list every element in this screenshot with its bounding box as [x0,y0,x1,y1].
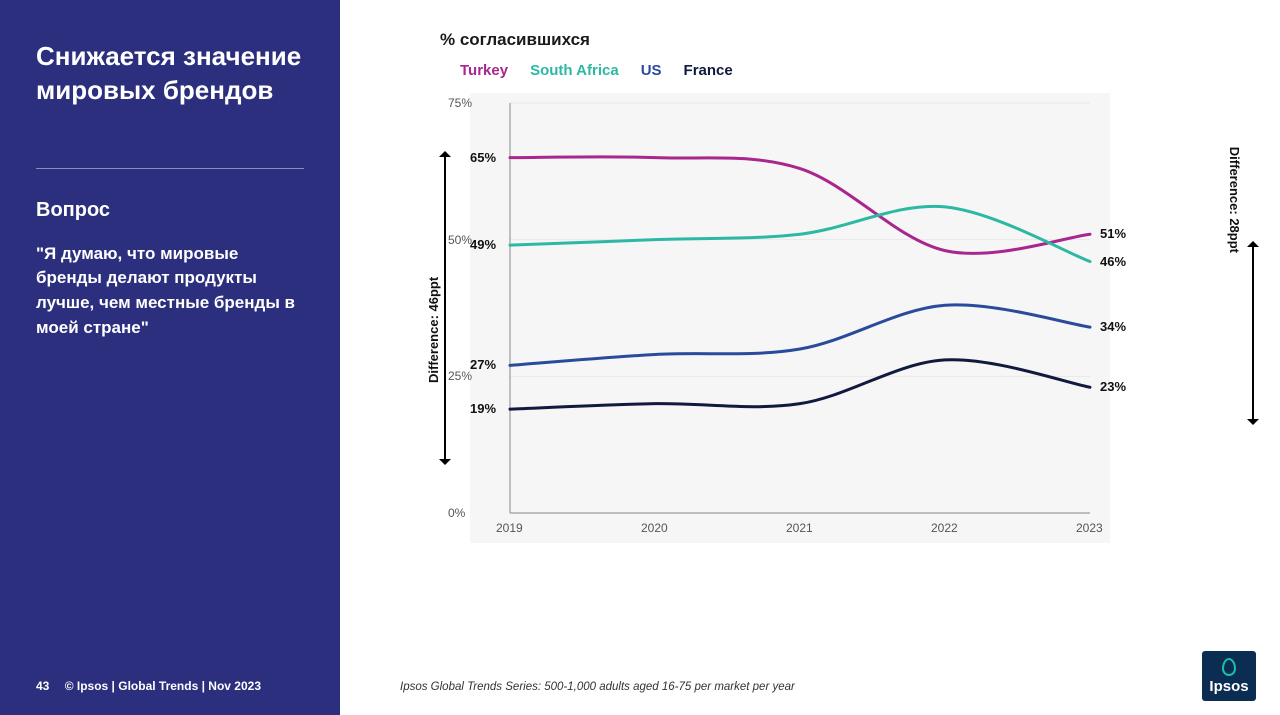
slide-title: Снижается значение мировых брендов [36,40,304,108]
logo-text: Ipsos [1209,678,1248,695]
slide: Снижается значение мировых брендов Вопро… [0,0,1280,715]
difference-right-label: Difference: 28ppt [1227,147,1242,253]
legend-item: France [684,62,733,79]
x-axis-label: 2023 [1076,521,1103,535]
y-axis-label: 75% [448,96,472,110]
series-start-label: 65% [470,150,496,165]
footer: 43 © Ipsos | Global Trends | Nov 2023 [36,679,261,693]
series-end-label: 34% [1100,319,1126,334]
page-number: 43 [36,679,49,693]
sidebar: Снижается значение мировых брендов Вопро… [0,0,340,715]
series-start-label: 49% [470,237,496,252]
legend: Turkey South Africa US France [460,62,1240,79]
x-axis-label: 2022 [931,521,958,535]
chart-title: % согласившихся [440,30,1240,50]
legend-item: US [641,62,662,79]
x-axis-label: 2021 [786,521,813,535]
line-chart-svg [470,93,1110,543]
ipsos-logo: Ipsos [1202,651,1256,701]
main-area: % согласившихся Turkey South Africa US Fran… [340,0,1280,715]
difference-left-label: Difference: 46ppt [426,277,441,383]
y-axis-label: 0% [448,506,465,520]
series-end-label: 51% [1100,226,1126,241]
copyright: © Ipsos | Global Trends | Nov 2023 [65,679,261,693]
arrow-line-icon [1252,243,1254,423]
question-label: Вопрос [36,199,304,222]
series-end-label: 23% [1100,379,1126,394]
series-start-label: 27% [470,357,496,372]
legend-item: Turkey [460,62,508,79]
series-start-label: 19% [470,401,496,416]
logo-icon [1222,658,1236,676]
y-axis-label: 25% [448,369,472,383]
y-axis-label: 50% [448,233,472,247]
divider [36,168,304,169]
x-axis-label: 2019 [496,521,523,535]
question-text: "Я думаю, что мировые бренды делают прод… [36,242,304,341]
source-footnote: Ipsos Global Trends Series: 500-1,000 ad… [400,681,795,693]
series-end-label: 46% [1100,254,1126,269]
arrow-line-icon [444,153,446,463]
chart: Difference: 46ppt Difference: 28ppt 0%25… [400,83,1220,583]
legend-item: South Africa [530,62,619,79]
x-axis-label: 2020 [641,521,668,535]
